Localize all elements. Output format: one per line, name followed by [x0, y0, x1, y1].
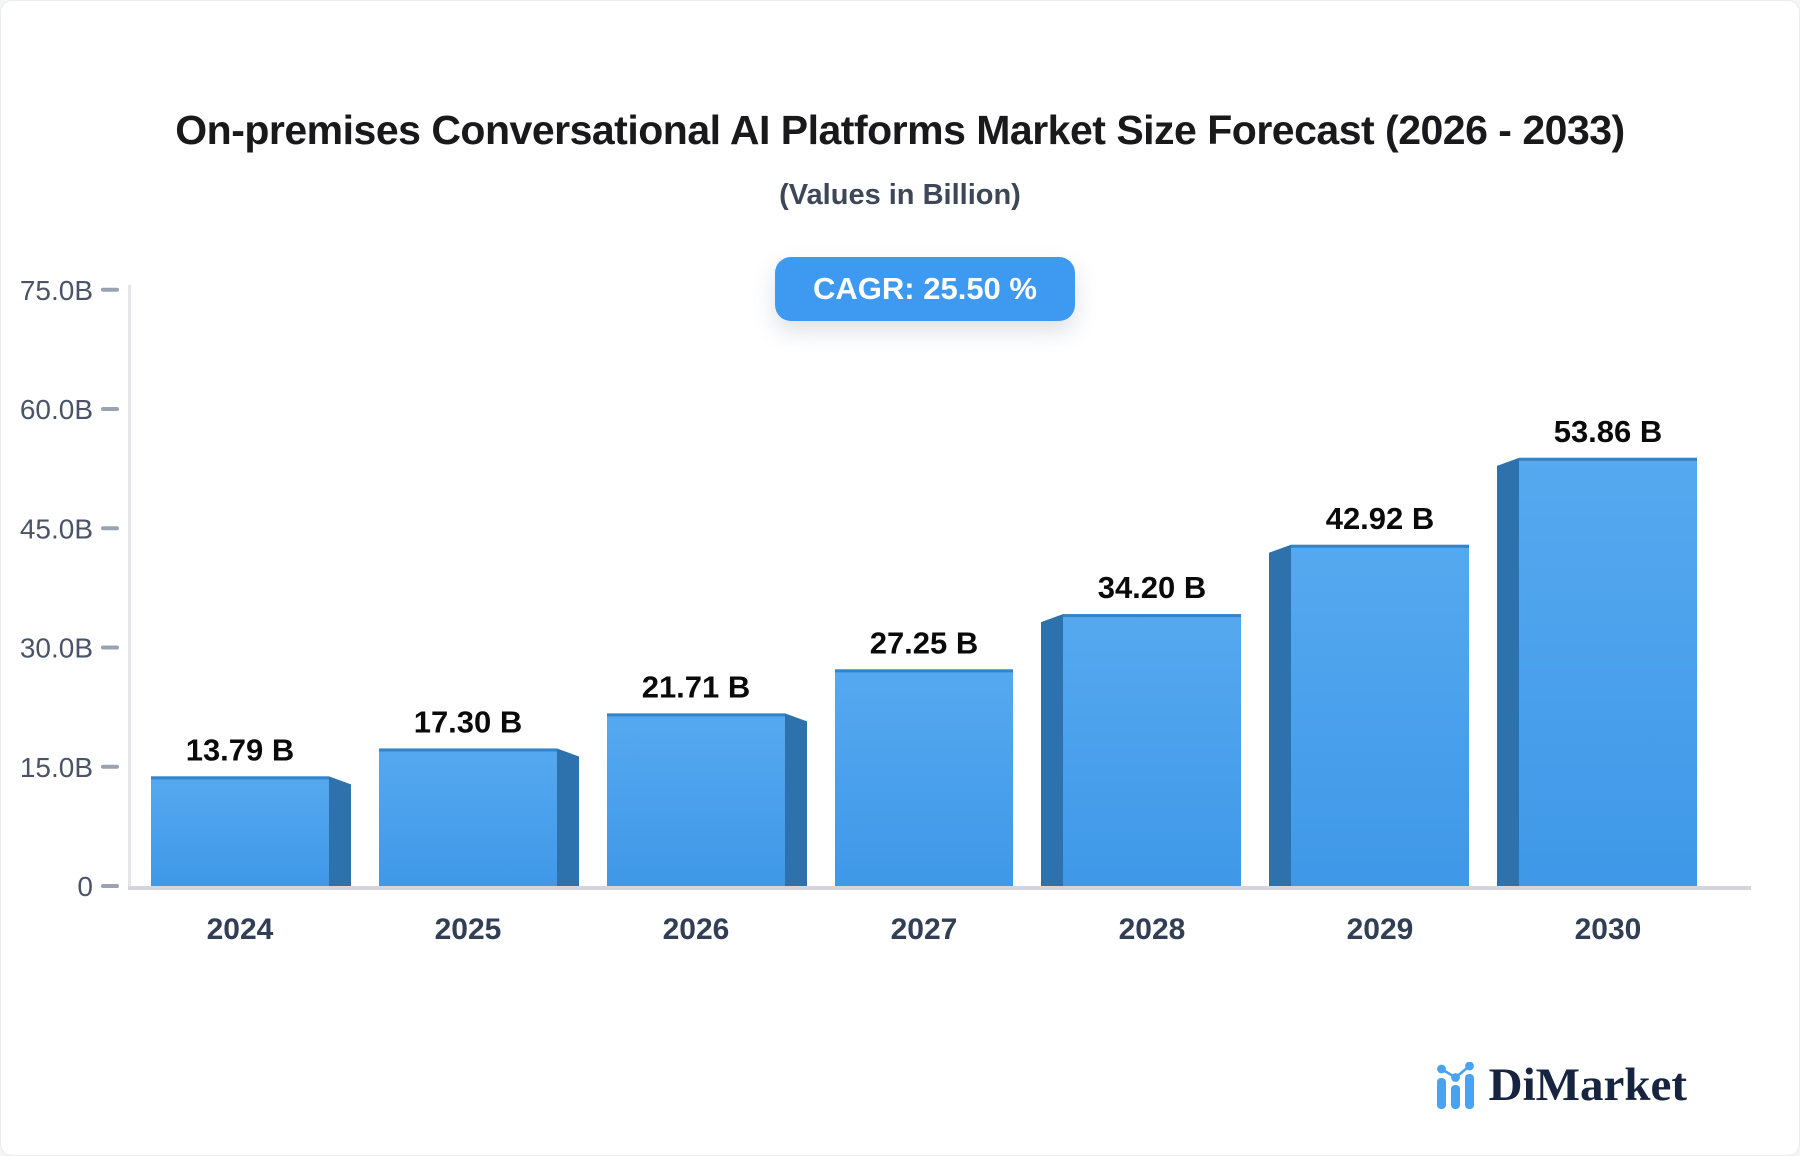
y-axis-tick: [101, 764, 119, 769]
bar-side-3d: [329, 776, 351, 886]
y-axis-line: [128, 285, 131, 890]
bar-top-edge: [1519, 457, 1697, 461]
bar-side-3d: [557, 748, 579, 886]
y-axis-tick-label: 30.0B: [20, 633, 93, 664]
bar-front: [379, 748, 557, 886]
y-axis-tick: [101, 407, 119, 411]
x-axis-label: 2027: [891, 913, 958, 946]
y-axis-tick: [101, 526, 119, 531]
bar-group-2027[interactable]: 27.25 B: [835, 625, 1013, 886]
bar-side-3d: [1041, 614, 1063, 886]
bar-top-edge: [1291, 544, 1469, 548]
bar-group-2025[interactable]: 17.30 B: [379, 704, 579, 886]
x-axis-label: 2029: [1347, 913, 1414, 946]
bar-value-label: 53.86 B: [1554, 414, 1663, 449]
bar-top-edge: [1063, 614, 1241, 618]
y-axis-tick-label: 60.0B: [20, 394, 93, 425]
y-axis-tick-label: 15.0B: [20, 752, 93, 783]
bar-top-edge: [151, 776, 329, 780]
bar-front: [1519, 457, 1697, 886]
bar-group-2024[interactable]: 13.79 B: [151, 732, 351, 886]
bar-group-2029[interactable]: 42.92 B: [1269, 501, 1469, 886]
bar-value-label: 17.30 B: [414, 704, 523, 739]
y-axis-tick: [101, 645, 119, 650]
bar-top-edge: [607, 713, 785, 717]
y-axis-tick: [101, 884, 119, 888]
bar-group-2028[interactable]: 34.20 B: [1041, 570, 1241, 886]
brand-logo-text: DiMarket: [1488, 1059, 1687, 1111]
bar-group-2026[interactable]: 21.71 B: [607, 669, 807, 886]
bar-front: [607, 713, 785, 886]
bar-side-3d: [785, 713, 807, 886]
bar-top-edge: [835, 669, 1013, 673]
bar-front: [151, 776, 329, 886]
y-axis-tick: [101, 287, 119, 292]
bar-top-edge: [379, 748, 557, 752]
bar-side-3d: [1497, 457, 1519, 886]
y-axis-tick-label: 75.0B: [20, 275, 93, 306]
bar-front: [1063, 614, 1241, 886]
chart-title: On-premises Conversational AI Platforms …: [175, 107, 1625, 153]
bar-front: [1291, 544, 1469, 886]
x-axis-label: 2026: [663, 913, 730, 946]
bar-value-label: 21.71 B: [642, 669, 751, 704]
y-axis-tick-label: 0: [77, 871, 93, 902]
brand-logo: DiMarket: [1436, 1059, 1687, 1111]
cagr-badge-text: CAGR: 25.50 %: [813, 271, 1037, 306]
x-axis-label: 2024: [207, 913, 274, 946]
bar-group-2030[interactable]: 53.86 B: [1497, 414, 1697, 886]
bar-value-label: 27.25 B: [870, 625, 979, 660]
bar-value-label: 13.79 B: [186, 732, 295, 767]
x-axis-baseline: [128, 886, 1751, 890]
x-axis-label: 2025: [435, 913, 502, 946]
bar-front: [835, 669, 1013, 886]
cagr-badge: CAGR: 25.50 %: [775, 257, 1075, 321]
bar-value-label: 34.20 B: [1098, 570, 1207, 605]
bar-line-chart-icon: [1436, 1062, 1474, 1109]
y-axis-tick-label: 45.0B: [20, 513, 93, 544]
chart-subtitle: (Values in Billion): [779, 179, 1021, 211]
x-axis-label: 2028: [1119, 913, 1186, 946]
bar-side-3d: [1269, 544, 1291, 886]
x-axis-label: 2030: [1575, 913, 1642, 946]
bar-value-label: 42.92 B: [1326, 501, 1435, 536]
